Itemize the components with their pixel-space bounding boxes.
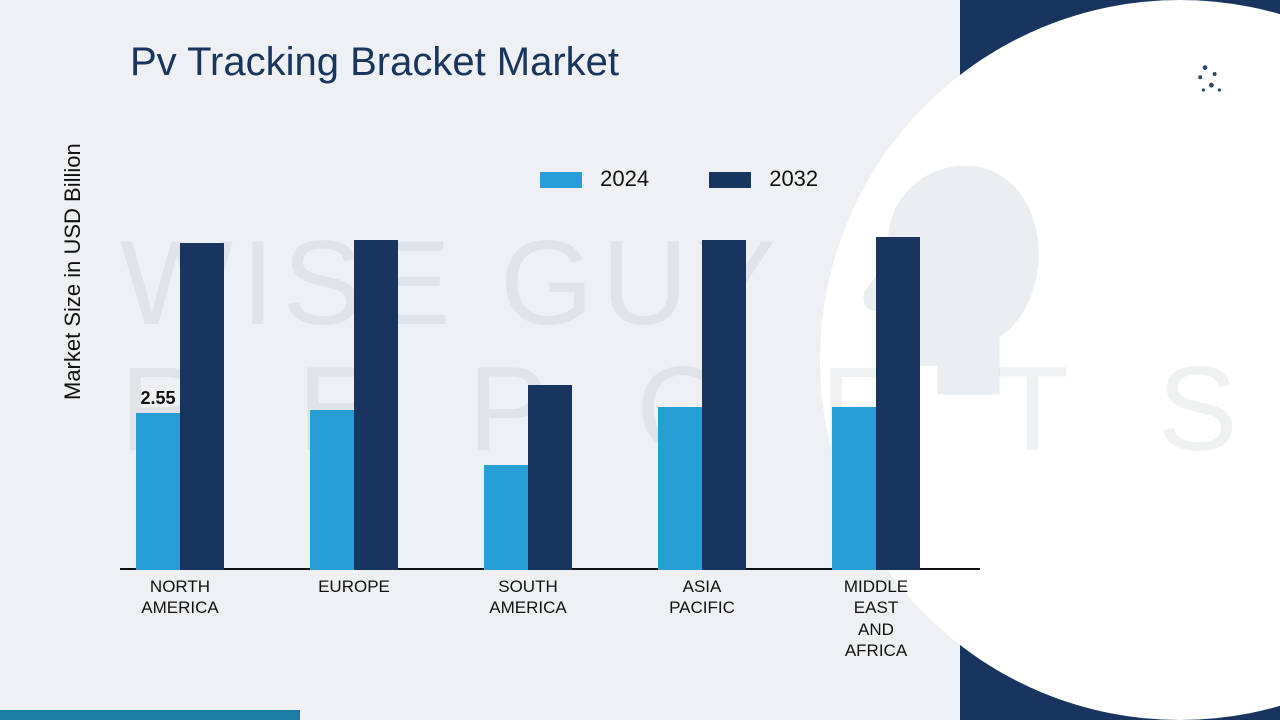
chart-title: Pv Tracking Bracket Market — [130, 40, 619, 85]
footer-accent-bar — [0, 710, 300, 720]
bar-2032 — [876, 237, 920, 570]
chart-stage: WISE GUY R E P O R T S Pv Tracking Brack… — [0, 0, 1280, 720]
brand-logo: WISEGUY REPORTS — [1101, 28, 1250, 75]
bar-2032 — [180, 243, 224, 570]
legend-swatch-2024 — [540, 172, 582, 188]
bar-2032 — [702, 240, 746, 570]
x-axis-label: MIDDLEEASTANDAFRICA — [806, 576, 946, 661]
legend: 2024 2032 — [540, 166, 818, 192]
bar-2024 — [310, 410, 354, 570]
x-axis-label: ASIAPACIFIC — [632, 576, 772, 619]
legend-label-2024: 2024 — [600, 166, 649, 191]
bar-2024 — [136, 413, 180, 570]
legend-label-2032: 2032 — [769, 166, 818, 191]
bar-2024 — [832, 407, 876, 570]
bar-2032 — [354, 240, 398, 570]
x-axis-label: NORTHAMERICA — [110, 576, 250, 619]
y-axis-label: Market Size in USD Billion — [60, 143, 86, 400]
legend-item-2032: 2032 — [709, 166, 818, 192]
bar-2024 — [484, 465, 528, 570]
legend-swatch-2032 — [709, 172, 751, 188]
x-axis-label: SOUTHAMERICA — [458, 576, 598, 619]
bar-value-label: 2.55 — [136, 388, 180, 409]
bar-2032 — [528, 385, 572, 570]
brand-head-icon — [1152, 50, 1242, 130]
legend-item-2024: 2024 — [540, 166, 649, 192]
x-axis-label: EUROPE — [284, 576, 424, 597]
plot-area: 2.55 — [120, 200, 980, 570]
bar-2024 — [658, 407, 702, 570]
